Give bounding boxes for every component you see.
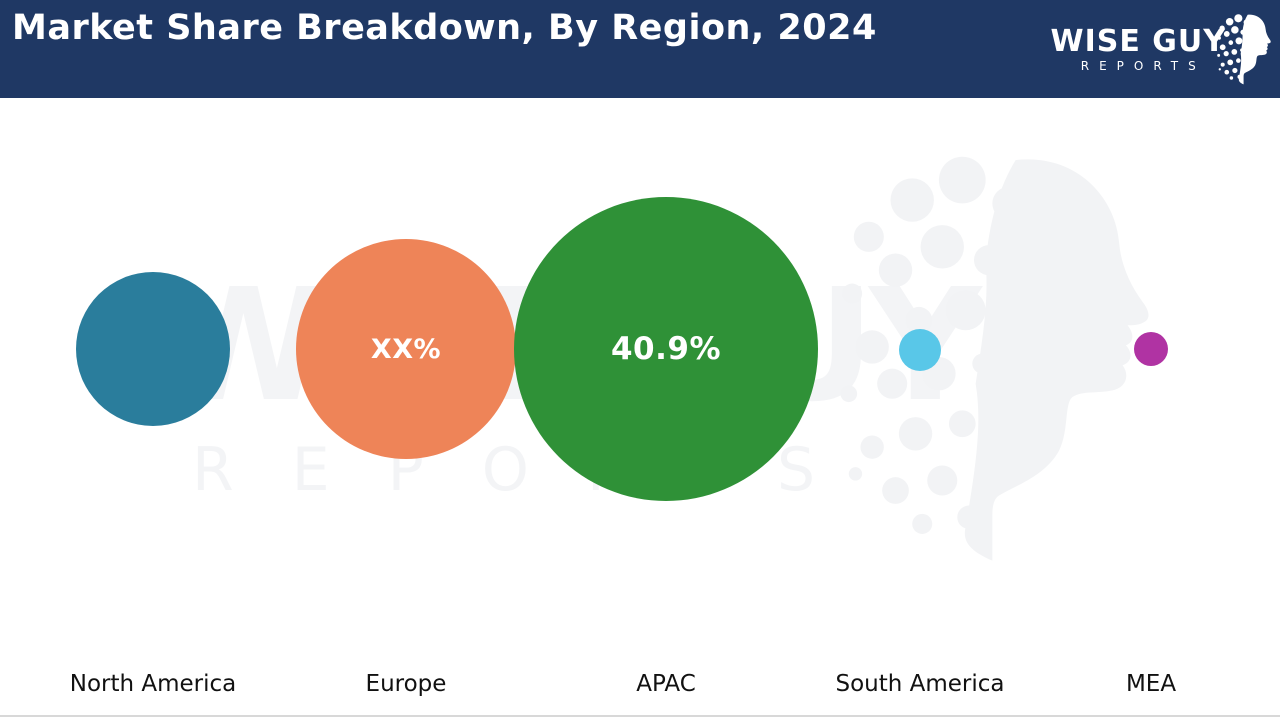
brand-name: WISE GUY bbox=[1050, 24, 1226, 59]
category-label-apac: APAC bbox=[636, 671, 696, 697]
brand-subtitle: REPORTS bbox=[1080, 59, 1206, 73]
header-bar: Market Share Breakdown, By Region, 2024 … bbox=[0, 0, 1280, 98]
bubble-europe: XX% bbox=[296, 239, 516, 459]
bubble-value-label-apac: 40.9% bbox=[610, 331, 722, 367]
bubble-north-america bbox=[76, 272, 230, 426]
category-label-mea: MEA bbox=[1125, 671, 1177, 697]
page-title: Market Share Breakdown, By Region, 2024 bbox=[12, 8, 877, 48]
category-label-north-america: North America bbox=[69, 671, 237, 697]
brand-logo-text: WISE GUY REPORTS bbox=[1050, 25, 1226, 73]
brand-logo: WISE GUY REPORTS bbox=[1050, 6, 1272, 92]
bubble-value-label-europe: XX% bbox=[370, 333, 442, 365]
bubble-mea bbox=[1134, 332, 1168, 366]
bubble-south-america bbox=[899, 329, 941, 371]
bottom-divider bbox=[0, 715, 1280, 717]
category-label-south-america: South America bbox=[835, 671, 1005, 697]
category-label-europe: Europe bbox=[365, 671, 447, 697]
bubble-apac: 40.9% bbox=[514, 197, 818, 501]
